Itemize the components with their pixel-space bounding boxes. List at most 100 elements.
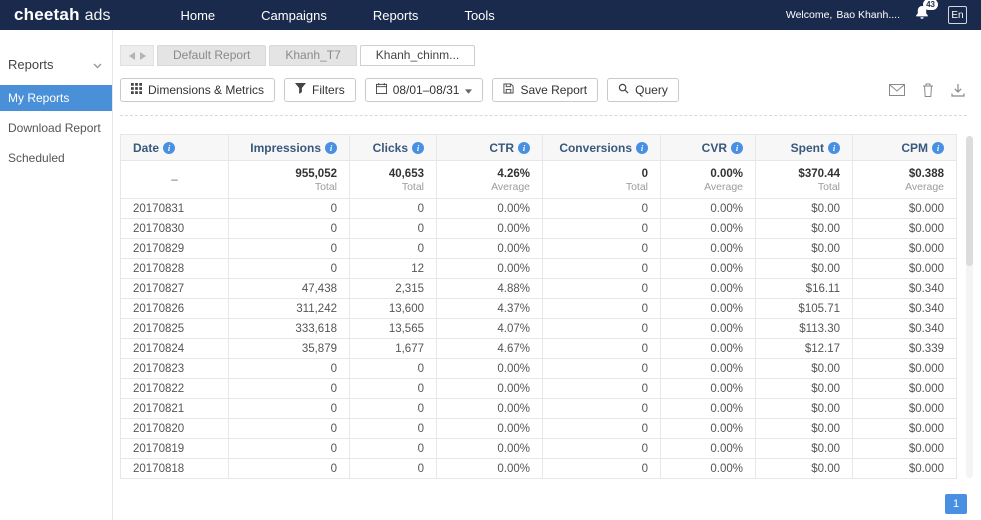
column-label: Spent (790, 140, 824, 155)
value-cell: 0 (542, 418, 661, 439)
value-cell: $0.000 (852, 218, 957, 239)
value-cell: $0.00 (755, 238, 853, 259)
column-header-cvr[interactable]: CVR i (660, 134, 756, 161)
value-cell: $0.000 (852, 418, 957, 439)
value-cell: $0.340 (852, 298, 957, 319)
sidebar: Reports My Reports Download Report Sched… (0, 30, 113, 520)
language-selector[interactable]: En (948, 6, 967, 24)
info-icon[interactable]: i (731, 141, 743, 154)
tab-scroll-arrows[interactable] (120, 45, 154, 66)
info-icon[interactable]: i (412, 141, 424, 154)
filters-label: Filters (312, 83, 345, 97)
totals-sublabel: Average (704, 180, 743, 193)
query-button[interactable]: Query (607, 78, 679, 102)
calendar-icon (375, 83, 387, 97)
date-cell: 20170823 (120, 358, 229, 379)
table-row: 20170826 311,242 13,600 4.37% 0 0.00% $105.71 $… (120, 298, 957, 319)
save-report-button[interactable]: Save Report (492, 78, 599, 102)
pagination: 1 (945, 494, 967, 514)
column-header-clicks[interactable]: Clicks i (349, 134, 437, 161)
nav-item-tools[interactable]: Tools (464, 7, 495, 23)
value-cell: 0 (349, 378, 437, 399)
sidebar-item-my-reports[interactable]: My Reports (0, 85, 112, 111)
value-cell: 0 (349, 238, 437, 259)
info-icon[interactable]: i (932, 141, 944, 154)
table-scrollbar[interactable] (966, 136, 973, 478)
info-icon[interactable]: i (325, 141, 337, 154)
column-header-impressions[interactable]: Impressions i (228, 134, 350, 161)
logo-text-light: ads (84, 7, 111, 24)
table-scrollbar-thumb[interactable] (966, 136, 973, 266)
value-cell: 2,315 (349, 278, 437, 299)
column-header-ctr[interactable]: CTR i (436, 134, 543, 161)
dimensions-metrics-button[interactable]: Dimensions & Metrics (120, 78, 276, 102)
column-header-date[interactable]: Date i (120, 134, 229, 161)
welcome-label: Welcome, (785, 9, 833, 21)
app-logo[interactable]: cheetah ads (14, 5, 110, 25)
value-cell: 0 (228, 458, 350, 479)
tab-scroll-left-icon[interactable] (128, 47, 135, 65)
value-cell: 0.00% (660, 358, 756, 379)
info-icon[interactable]: i (518, 141, 530, 154)
table-row: 20170825 333,618 13,565 4.07% 0 0.00% $113.30 $… (120, 318, 957, 339)
trash-icon[interactable] (922, 83, 934, 97)
value-cell: 1,677 (349, 338, 437, 359)
value-cell: 0.00% (436, 458, 543, 479)
main-content: Default Report Khanh_T7 Khanh_chinm... D… (113, 30, 981, 520)
value-cell: 0 (349, 218, 437, 239)
main-nav: Home Campaigns Reports Tools (180, 8, 494, 23)
tab-default-report[interactable]: Default Report (157, 45, 267, 66)
value-cell: 0 (228, 398, 350, 419)
value-cell: $0.00 (755, 258, 853, 279)
sidebar-item-download-report[interactable]: Download Report (8, 121, 101, 135)
value-cell: 0 (542, 238, 661, 259)
table-row: 20170818 0 0 0.00% 0 0.00% $0.00 $0.000 (120, 458, 957, 479)
value-cell: 0 (228, 258, 350, 279)
value-cell: $16.11 (755, 278, 853, 299)
value-cell: 0 (228, 438, 350, 459)
filters-button[interactable]: Filters (284, 78, 356, 102)
value-cell: 0 (542, 398, 661, 419)
tab-khanh-chinm[interactable]: Khanh_chinm... (359, 45, 476, 66)
query-label: Query (635, 83, 668, 97)
value-cell: 0.00% (660, 338, 756, 359)
value-cell: $12.17 (755, 338, 853, 359)
column-header-conversions[interactable]: Conversions i (542, 134, 661, 161)
chevron-down-icon (93, 57, 102, 72)
mail-icon[interactable] (889, 84, 905, 96)
value-cell: 0 (349, 458, 437, 479)
grid-icon (131, 83, 142, 97)
date-cell: 20170829 (120, 238, 229, 259)
page-1-button[interactable]: 1 (945, 494, 967, 514)
info-icon[interactable]: i (163, 141, 176, 154)
nav-item-home[interactable]: Home (180, 7, 216, 23)
value-cell: 0.00% (436, 238, 543, 259)
welcome-text[interactable]: Welcome, Bao Khanh.... (786, 9, 900, 21)
download-icon[interactable] (951, 83, 965, 97)
value-cell: 0.00% (660, 258, 756, 279)
date-cell: 20170825 (120, 318, 229, 339)
sidebar-section-reports[interactable]: Reports (0, 52, 112, 77)
column-header-spent[interactable]: Spent i (755, 134, 853, 161)
column-header-cpm[interactable]: CPM i (852, 134, 957, 161)
value-cell: 0.00% (660, 218, 756, 239)
notification-count-badge: 43 (923, 0, 938, 10)
nav-item-campaigns[interactable]: Campaigns (261, 7, 327, 23)
tab-khanh-t7[interactable]: Khanh_T7 (269, 45, 357, 66)
info-icon[interactable]: i (636, 141, 648, 154)
info-icon[interactable]: i (828, 141, 840, 154)
column-label: Impressions (250, 140, 321, 155)
sidebar-item-scheduled[interactable]: Scheduled (8, 151, 65, 165)
table-row: 20170831 0 0 0.00% 0 0.00% $0.00 $0.000 (120, 198, 957, 219)
nav-item-reports[interactable]: Reports (372, 7, 419, 23)
value-cell: $0.00 (755, 198, 853, 219)
date-cell: 20170824 (120, 338, 229, 359)
date-range-button[interactable]: 08/01–08/31 (364, 78, 484, 102)
notifications-button[interactable]: 43 (915, 0, 938, 25)
column-label: Date (133, 140, 160, 155)
value-cell: 0 (228, 378, 350, 399)
tab-scroll-right-icon[interactable] (139, 47, 146, 65)
value-cell: 0 (228, 358, 350, 379)
value-cell: 0 (228, 218, 350, 239)
value-cell: 0 (542, 198, 661, 219)
